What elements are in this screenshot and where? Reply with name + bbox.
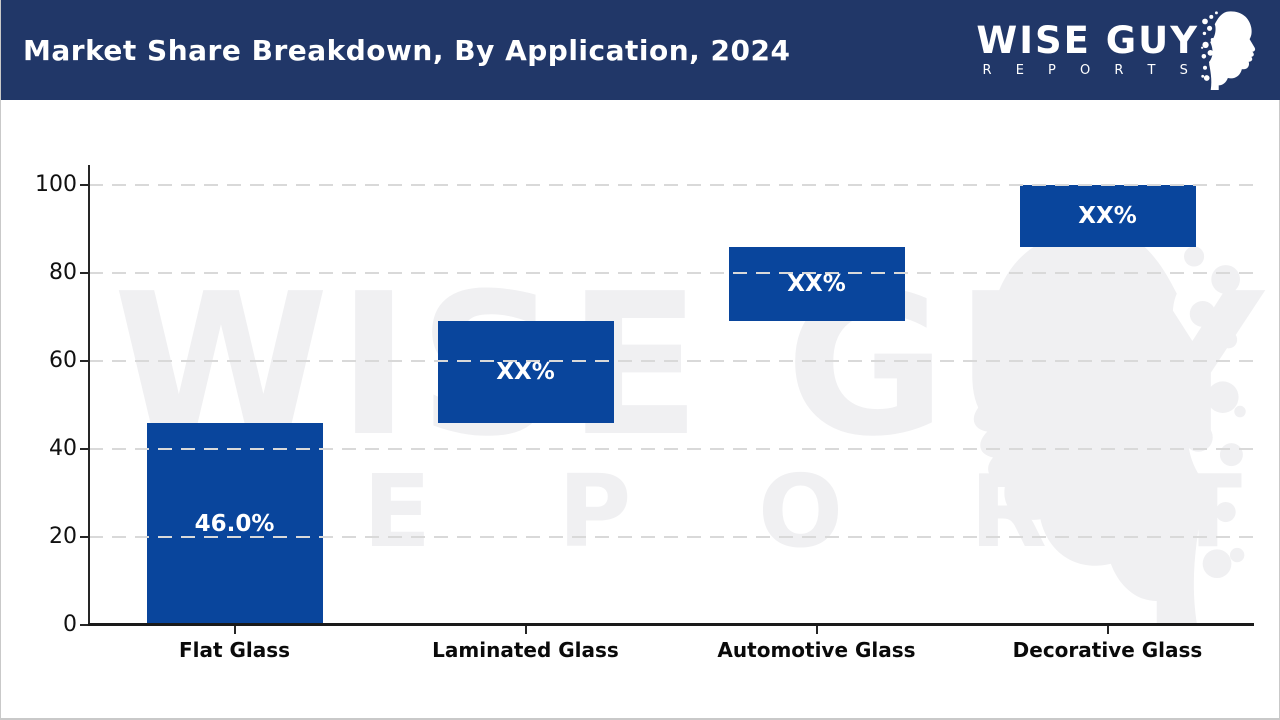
- logo-text: WISE GUY R E P O R T S: [976, 19, 1199, 78]
- y-axis-tick: [80, 624, 89, 626]
- x-axis-tick: [233, 625, 236, 634]
- bar-decorative-glass: XX%: [1019, 185, 1196, 247]
- bar-value-label: XX%: [496, 358, 555, 385]
- x-axis-tick: [524, 625, 527, 634]
- bar-value-label: XX%: [1078, 202, 1137, 229]
- gridline-40: [89, 448, 1253, 450]
- x-axis-tick: [815, 625, 818, 634]
- logo-wise-guy-label: WISE GUY: [976, 19, 1199, 63]
- gridline-20: [89, 536, 1253, 538]
- x-axis-category-label: Laminated Glass: [432, 638, 619, 662]
- gridline-80: [89, 272, 1253, 274]
- header-bar: Market Share Breakdown, By Application, …: [1, 0, 1280, 100]
- chart-title: Market Share Breakdown, By Application, …: [23, 33, 791, 67]
- y-axis-tick: [80, 272, 89, 274]
- y-axis-tick-label: 80: [49, 260, 77, 285]
- y-axis-tick: [80, 536, 89, 538]
- bar-laminated-glass: XX%: [437, 321, 614, 423]
- bar-value-label: 46.0%: [194, 510, 275, 537]
- x-axis-line: [88, 623, 1254, 626]
- face-watermark-icon: [973, 229, 1246, 624]
- y-axis-tick-label: 0: [63, 612, 77, 637]
- y-axis-tick-label: 20: [49, 524, 77, 549]
- bar-value-label: XX%: [787, 270, 846, 297]
- y-axis-line: [88, 165, 90, 625]
- logo-reports-label: R E P O R T S: [982, 62, 1198, 78]
- y-axis-tick-label: 100: [35, 172, 77, 197]
- bar-flat-glass: 46.0%: [146, 422, 323, 625]
- y-axis-tick: [80, 184, 89, 186]
- gridline-100: [89, 184, 1253, 186]
- x-axis-tick: [1106, 625, 1109, 634]
- y-axis-tick-label: 40: [49, 436, 77, 461]
- wise-guy-reports-logo: WISE GUY R E P O R T S: [976, 8, 1267, 92]
- x-axis-category-label: Decorative Glass: [1012, 638, 1203, 662]
- y-axis-tick: [80, 448, 89, 450]
- y-axis-tick-label: 60: [49, 348, 77, 373]
- bar-automotive-glass: XX%: [728, 246, 905, 322]
- logo-face-dots-icon: [1201, 11, 1256, 90]
- x-axis-category-label: Flat Glass: [178, 638, 291, 662]
- gridline-60: [89, 360, 1253, 362]
- y-axis-tick: [80, 360, 89, 362]
- x-axis-category-label: Automotive Glass: [717, 638, 916, 662]
